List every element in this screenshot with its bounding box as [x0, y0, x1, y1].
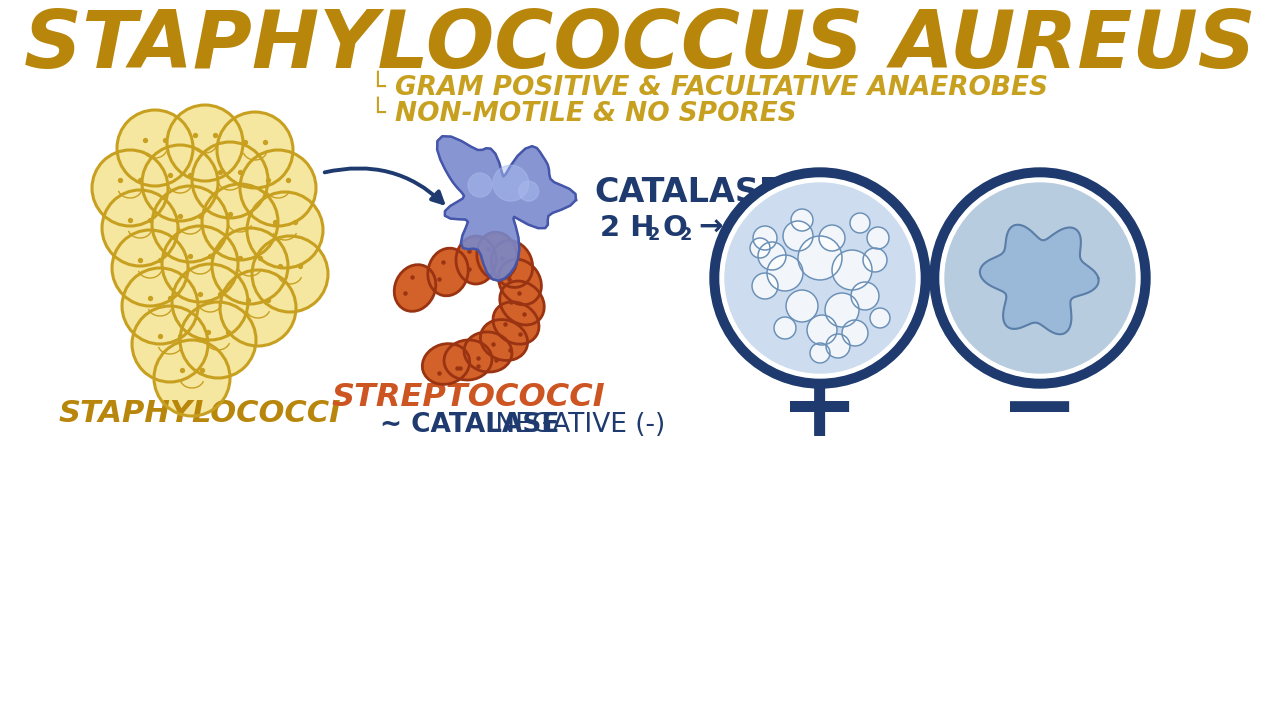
Circle shape: [724, 183, 915, 373]
Circle shape: [92, 150, 168, 226]
Ellipse shape: [456, 236, 497, 284]
Circle shape: [102, 190, 178, 266]
Circle shape: [867, 227, 890, 249]
Circle shape: [819, 225, 845, 251]
Circle shape: [220, 270, 296, 346]
Ellipse shape: [444, 340, 492, 380]
Text: └ GRAM POSITIVE & FACULTATIVE ANAEROBES: └ GRAM POSITIVE & FACULTATIVE ANAEROBES: [370, 75, 1048, 101]
Polygon shape: [468, 173, 492, 197]
Text: ~ CATALASE: ~ CATALASE: [380, 412, 559, 438]
Text: 2: 2: [780, 226, 791, 244]
Circle shape: [122, 268, 198, 344]
Circle shape: [826, 293, 859, 327]
Text: 2: 2: [870, 226, 883, 244]
Circle shape: [113, 230, 188, 306]
Circle shape: [202, 184, 278, 260]
Ellipse shape: [493, 302, 539, 344]
Ellipse shape: [428, 248, 468, 296]
Text: O: O: [662, 214, 687, 242]
Text: STREPTOCOCCI: STREPTOCOCCI: [332, 383, 605, 414]
Circle shape: [791, 209, 813, 231]
Ellipse shape: [480, 320, 527, 360]
Circle shape: [945, 183, 1135, 373]
Circle shape: [850, 213, 870, 233]
Text: STAPHYLOCOCCUS AUREUS: STAPHYLOCOCCUS AUREUS: [24, 7, 1256, 85]
Polygon shape: [518, 181, 539, 201]
Circle shape: [753, 226, 777, 250]
Circle shape: [786, 290, 818, 322]
Circle shape: [132, 306, 207, 382]
Circle shape: [842, 320, 868, 346]
Text: STAPHYLOCOCCI: STAPHYLOCOCCI: [59, 398, 342, 427]
Text: CATALASE:: CATALASE:: [594, 177, 795, 210]
Circle shape: [116, 110, 193, 186]
Circle shape: [797, 236, 842, 280]
Text: 2 H: 2 H: [600, 214, 654, 242]
Circle shape: [750, 238, 771, 258]
Polygon shape: [438, 136, 576, 281]
Circle shape: [172, 264, 248, 340]
Circle shape: [851, 282, 879, 310]
Ellipse shape: [477, 232, 517, 280]
Ellipse shape: [499, 259, 541, 304]
Circle shape: [758, 242, 786, 270]
Text: └ NON-MOTILE & NO SPORES: └ NON-MOTILE & NO SPORES: [370, 101, 796, 127]
Circle shape: [163, 226, 238, 302]
Circle shape: [218, 112, 293, 188]
Circle shape: [774, 317, 796, 339]
Circle shape: [753, 273, 778, 299]
Circle shape: [710, 168, 931, 388]
Circle shape: [931, 168, 1149, 388]
Circle shape: [252, 236, 328, 312]
Ellipse shape: [422, 344, 470, 384]
Polygon shape: [980, 225, 1098, 335]
Circle shape: [832, 250, 872, 290]
Polygon shape: [493, 165, 529, 201]
Ellipse shape: [394, 265, 435, 312]
Circle shape: [940, 178, 1140, 378]
Text: 2 H: 2 H: [731, 214, 786, 242]
Text: →: →: [698, 214, 722, 242]
Text: NEGATIVE (-): NEGATIVE (-): [486, 412, 666, 438]
Circle shape: [212, 228, 288, 304]
Circle shape: [247, 192, 323, 268]
Circle shape: [154, 340, 230, 416]
Circle shape: [810, 343, 829, 363]
Circle shape: [192, 142, 268, 218]
Circle shape: [152, 186, 228, 262]
Ellipse shape: [465, 332, 512, 372]
Text: +: +: [781, 364, 860, 456]
Circle shape: [719, 178, 920, 378]
Ellipse shape: [492, 241, 532, 287]
Circle shape: [180, 302, 256, 378]
Circle shape: [870, 308, 890, 328]
Circle shape: [142, 145, 218, 221]
Text: −: −: [1001, 364, 1079, 456]
Text: O + O: O + O: [794, 214, 887, 242]
Ellipse shape: [499, 281, 544, 325]
Circle shape: [806, 315, 837, 345]
Circle shape: [826, 334, 850, 358]
Text: 2: 2: [680, 226, 692, 244]
Circle shape: [783, 221, 813, 251]
Circle shape: [863, 248, 887, 272]
Circle shape: [166, 105, 243, 181]
Circle shape: [241, 150, 316, 226]
Circle shape: [767, 255, 803, 291]
Text: 2: 2: [648, 226, 660, 244]
